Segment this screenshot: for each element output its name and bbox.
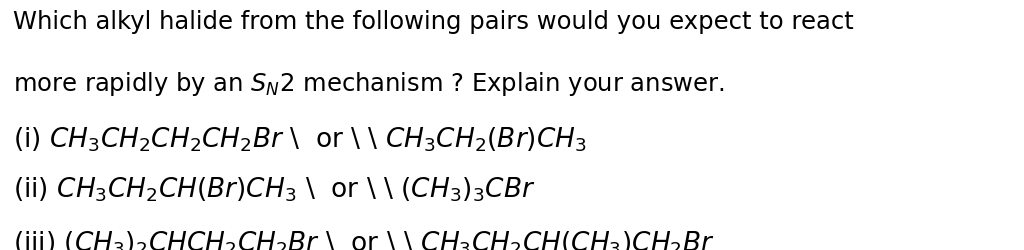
Text: (ii) $\mathit{CH_3CH_2CH(Br)CH_3}$ \  or \ \ $\mathit{(CH_3)_3CBr}$: (ii) $\mathit{CH_3CH_2CH(Br)CH_3}$ \ or …: [13, 175, 536, 204]
Text: more rapidly by an $\mathit{S_N}$2 mechanism ? Explain your answer.: more rapidly by an $\mathit{S_N}$2 mecha…: [13, 70, 725, 98]
Text: (i) $\mathit{CH_3CH_2CH_2CH_2Br}$ \  or \ \ $\mathit{CH_3CH_2(Br)CH_3}$: (i) $\mathit{CH_3CH_2CH_2CH_2Br}$ \ or \…: [13, 125, 587, 154]
Text: (iii) $\mathit{(CH_3)_2CHCH_2CH_2Br}$ \  or \ \ $\mathit{CH_3CH_2CH(CH_3)CH_2Br}: (iii) $\mathit{(CH_3)_2CHCH_2CH_2Br}$ \ …: [13, 230, 715, 250]
Text: Which alkyl halide from the following pairs would you expect to react: Which alkyl halide from the following pa…: [13, 10, 854, 34]
